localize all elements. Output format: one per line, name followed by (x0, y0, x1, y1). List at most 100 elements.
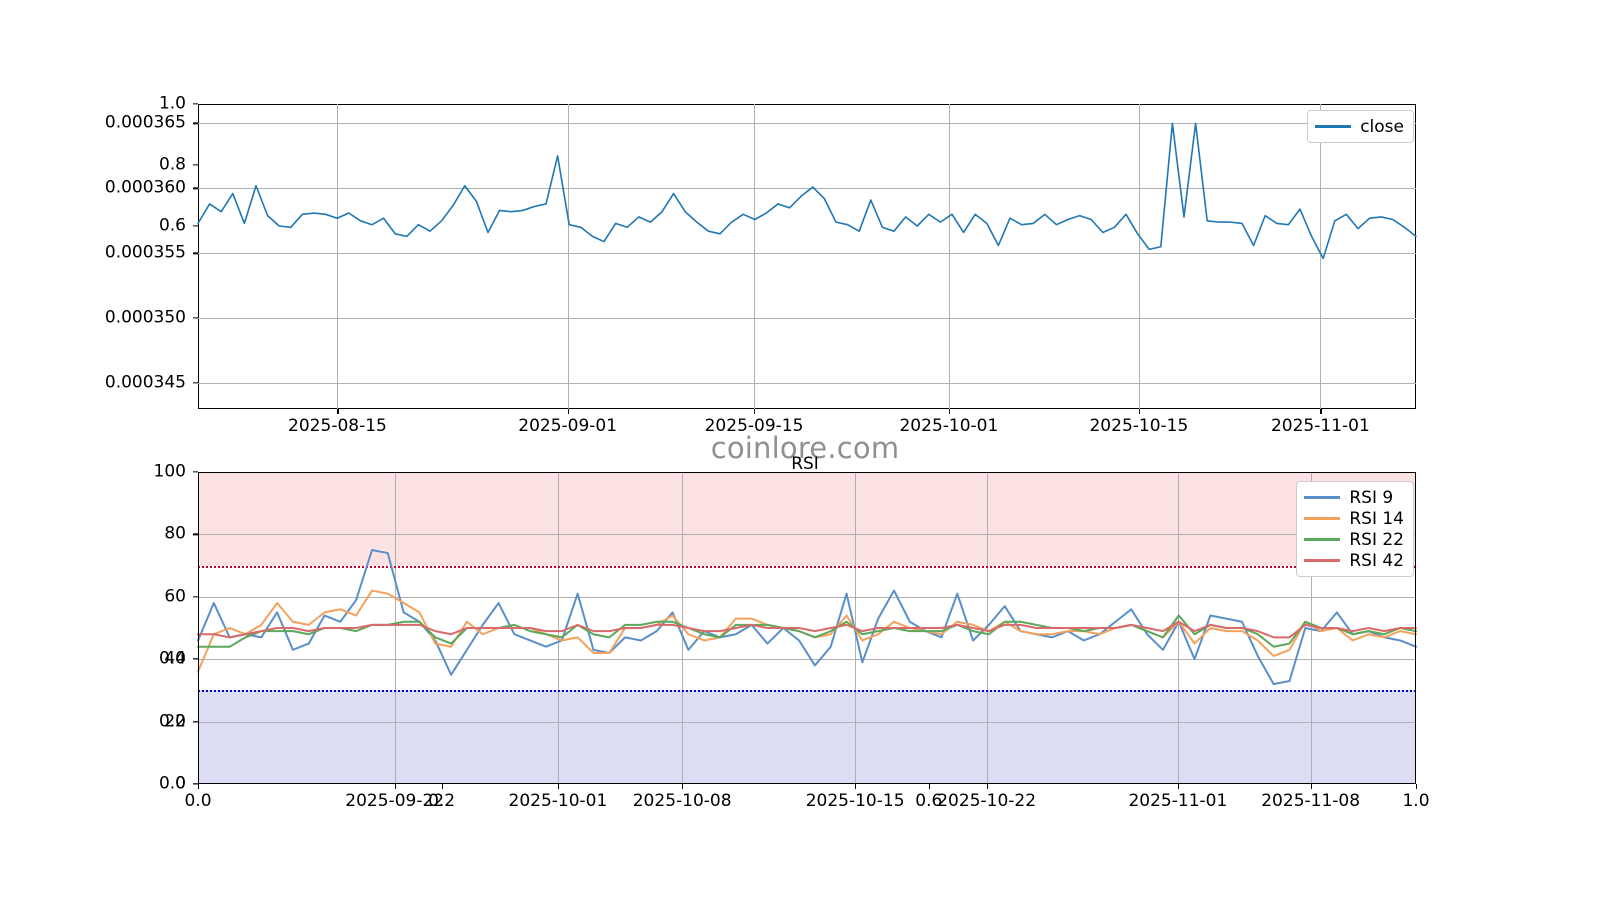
gridline-horizontal (198, 383, 1416, 385)
y-tick-label: 20 (164, 711, 186, 732)
y-tick-label: 0.000360 (104, 177, 186, 198)
y-tick-label: 60 (164, 586, 186, 607)
y-tick-label: 0.000345 (104, 372, 186, 393)
secondary-y-tick-label: 0.8 (158, 154, 186, 175)
legend-label-rsi42: RSI 42 (1349, 550, 1404, 571)
y-tickmark (193, 382, 198, 384)
secondary-y-tickmark (193, 103, 198, 105)
x-tickmark (394, 784, 396, 789)
legend-item-rsi22[interactable]: RSI 22 (1304, 529, 1404, 550)
legend-swatch-rsi22 (1304, 538, 1341, 541)
secondary-x-tick-label: 0.0 (184, 791, 212, 811)
secondary-x-tickmark (198, 784, 200, 789)
x-tick-label: 2025-10-01 (508, 791, 608, 811)
gridline-horizontal (198, 253, 1416, 255)
y-tick-label: 100 (153, 461, 186, 482)
x-tick-label: 2025-11-01 (1128, 791, 1228, 811)
y-tick-label: 0.000350 (104, 307, 186, 328)
watermark-coinlore: coinlore.com (710, 431, 900, 465)
gridline-horizontal (198, 596, 1416, 598)
price-chart-legend[interactable]: close (1307, 110, 1414, 143)
x-tick-label: 2025-09-15 (704, 416, 804, 436)
x-tickmark (986, 784, 988, 789)
gridline-vertical (1138, 104, 1140, 409)
gridline-horizontal (198, 318, 1416, 320)
x-tickmark (567, 409, 569, 414)
x-tickmark (1177, 784, 1180, 789)
rsi-chart-title: RSI (791, 454, 819, 474)
secondary-y-tick-label: 1.0 (158, 93, 186, 114)
secondary-x-tickmark (928, 784, 931, 789)
x-tick-label: 2025-10-08 (632, 791, 732, 811)
series-line-rsi-42 (197, 620, 1417, 639)
price-axis-spine-top (198, 104, 1416, 106)
x-tick-label: 2025-10-15 (805, 791, 905, 811)
gridline-vertical (1310, 472, 1312, 784)
y-tickmark (193, 187, 198, 190)
series-line-close (197, 122, 1417, 260)
y-tickmark (193, 317, 198, 319)
secondary-y-tick-label: 0.2 (158, 711, 186, 732)
y-tick-label: 0.000365 (104, 112, 186, 133)
rsi-axis-spine-bottom (198, 782, 1416, 784)
gridline-horizontal (198, 534, 1416, 536)
price-axis-spine-bottom (198, 407, 1416, 409)
x-tickmark (557, 784, 560, 789)
gridline-vertical (948, 104, 950, 409)
secondary-y-tickmark (193, 720, 198, 723)
legend-swatch-rsi9 (1304, 496, 1341, 499)
gridline-vertical (754, 104, 756, 409)
gridline-vertical (1177, 472, 1179, 784)
price-axis-spine-right (1414, 104, 1416, 409)
x-tick-label: 2025-09-22 (345, 791, 445, 811)
gridline-vertical (337, 104, 339, 409)
rsi-chart-legend[interactable]: RSI 9 RSI 14 RSI 22 RSI 42 (1296, 481, 1414, 577)
legend-label-rsi14: RSI 14 (1349, 508, 1404, 529)
gridline-horizontal (198, 123, 1416, 125)
secondary-x-tick-label: 1.0 (1402, 791, 1430, 811)
rsi-axis-spine-top (198, 472, 1416, 474)
secondary-y-tickmark (193, 225, 198, 227)
x-tickmark (337, 409, 339, 414)
rsi-chart-axes (197, 472, 1417, 784)
y-tick-label: 80 (164, 523, 186, 544)
legend-swatch-rsi14 (1304, 517, 1341, 520)
gridline-vertical (567, 104, 569, 409)
x-tickmark (1138, 409, 1141, 414)
legend-item-rsi42[interactable]: RSI 42 (1304, 550, 1404, 571)
x-tick-label: 2025-11-08 (1261, 791, 1361, 811)
legend-item-close[interactable]: close (1315, 116, 1404, 137)
y-tickmark (193, 596, 198, 598)
secondary-y-tick-label: 0.6 (158, 215, 186, 236)
price-axis-spine-left (198, 104, 200, 409)
rsi-axis-spine-left (198, 472, 200, 784)
x-tickmark (855, 784, 857, 789)
rsi-axis-spine-right (1414, 472, 1416, 784)
x-tick-label: 2025-08-15 (288, 416, 387, 436)
y-tickmark (193, 252, 198, 254)
price-line-plot (197, 122, 1417, 260)
x-tick-label: 2025-09-01 (518, 416, 618, 436)
secondary-y-tick-label: 0.0 (158, 773, 186, 794)
x-tick-label: 2025-10-15 (1089, 416, 1189, 436)
legend-item-rsi14[interactable]: RSI 14 (1304, 508, 1404, 529)
rsi-oversold-threshold-line (198, 690, 1416, 693)
x-tick-label: 2025-10-01 (899, 416, 999, 436)
secondary-x-tickmark (441, 784, 443, 789)
x-tickmark (1320, 409, 1322, 414)
secondary-x-tick-label: 0.2 (428, 791, 456, 811)
legend-swatch-close (1315, 125, 1352, 128)
secondary-x-tick-label: 0.6 (915, 791, 943, 811)
price-chart-axes (197, 104, 1417, 409)
rsi-line-plot (197, 549, 1417, 686)
y-tick-label: 40 (164, 648, 186, 669)
x-tickmark (948, 409, 951, 414)
legend-swatch-rsi42 (1304, 559, 1341, 562)
gridline-horizontal (198, 721, 1416, 723)
legend-item-rsi9[interactable]: RSI 9 (1304, 487, 1404, 508)
secondary-y-tickmark (193, 164, 198, 166)
legend-label-rsi9: RSI 9 (1349, 487, 1394, 508)
series-line-rsi-9 (197, 549, 1417, 686)
x-tickmark (1310, 784, 1312, 789)
